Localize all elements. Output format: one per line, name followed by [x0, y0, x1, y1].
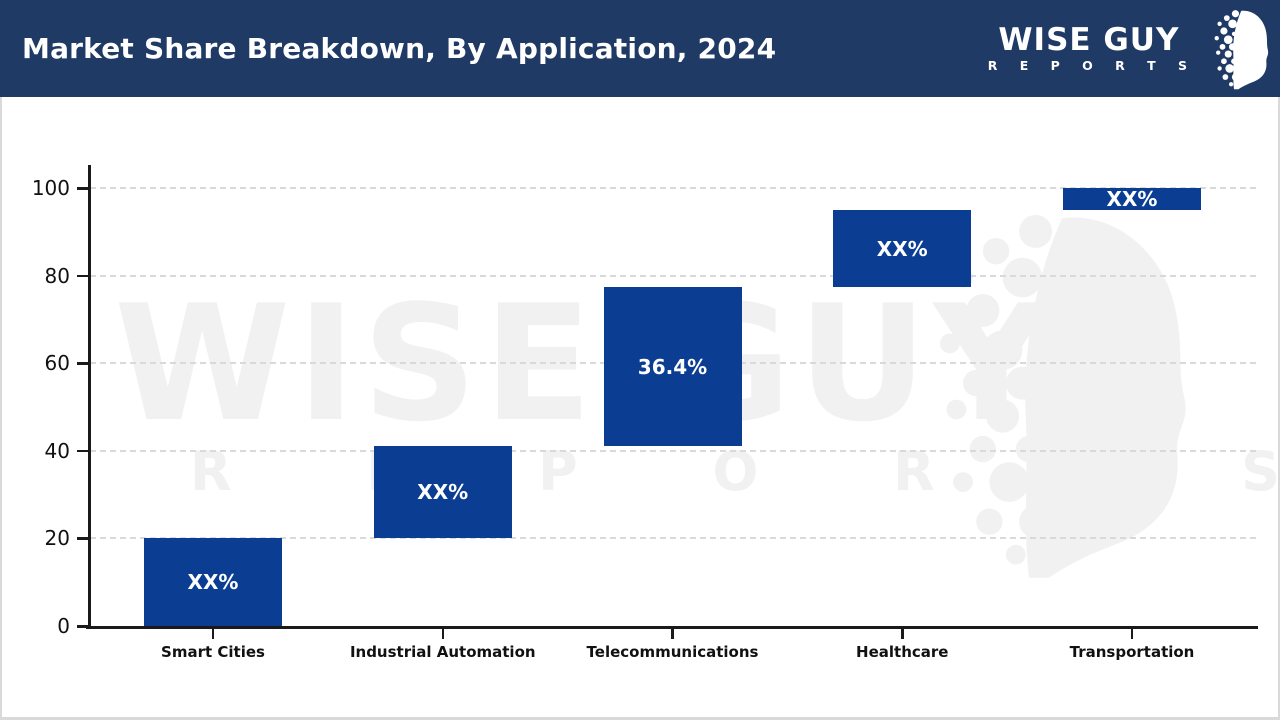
x-category-label: Telecommunications — [586, 643, 759, 661]
y-tick-80 — [77, 274, 88, 278]
y-tick-label: 0 — [57, 614, 70, 638]
chart-title: Market Share Breakdown, By Application, … — [22, 32, 777, 65]
x-category-label: Healthcare — [856, 643, 949, 661]
gridline-40 — [90, 449, 1256, 452]
bar-smart-cities: XX% — [144, 538, 282, 626]
gridline-80 — [90, 274, 1256, 277]
y-tick-40 — [77, 449, 88, 453]
x-category-label: Smart Cities — [161, 643, 265, 661]
logo-subtitle: R E P O R T S — [987, 57, 1196, 73]
bar-value-label: XX% — [876, 236, 928, 261]
report-header: Market Share Breakdown, By Application, … — [0, 0, 1280, 97]
y-tick-label: 20 — [44, 526, 70, 551]
bar-value-label: XX% — [417, 480, 469, 505]
bar-value-label: 36.4% — [637, 354, 708, 379]
gridline-20 — [90, 537, 1256, 540]
x-category-label: Transportation — [1069, 643, 1195, 661]
x-tick-5 — [1130, 629, 1134, 639]
y-tick-20 — [77, 537, 88, 540]
y-axis-spine — [88, 165, 91, 629]
y-tick-label: 60 — [44, 351, 70, 376]
logo-face-icon — [1214, 9, 1269, 89]
bar-healthcare: XX% — [833, 210, 972, 287]
x-tick-3 — [671, 629, 674, 639]
y-tick-60 — [77, 362, 88, 365]
y-tick-label: 100 — [31, 176, 70, 200]
y-tick-label: 40 — [44, 438, 70, 463]
x-tick-4 — [901, 629, 904, 639]
logo-wordmark: WISE GUY — [998, 22, 1180, 59]
wiseguy-logo: WISE GUY R E P O R T S — [982, 8, 1270, 90]
gridline-100 — [90, 187, 1256, 189]
x-axis-spine — [86, 626, 1258, 629]
bar-value-label: XX% — [187, 570, 239, 595]
x-tick-2 — [441, 629, 444, 639]
bar-industrial-automation: XX% — [373, 446, 512, 539]
bar-telecommunications: 36.4% — [603, 286, 742, 447]
logo-text: WISE GUY R E P O R T S — [982, 24, 1196, 73]
y-tick-100 — [77, 187, 88, 190]
bar-value-label: XX% — [1106, 187, 1158, 212]
x-tick-1 — [211, 629, 215, 639]
y-tick-label: 80 — [44, 263, 70, 288]
y-tick-0 — [77, 625, 88, 628]
x-category-label: Industrial Automation — [349, 643, 536, 661]
bar-transportation: XX% — [1063, 187, 1201, 212]
